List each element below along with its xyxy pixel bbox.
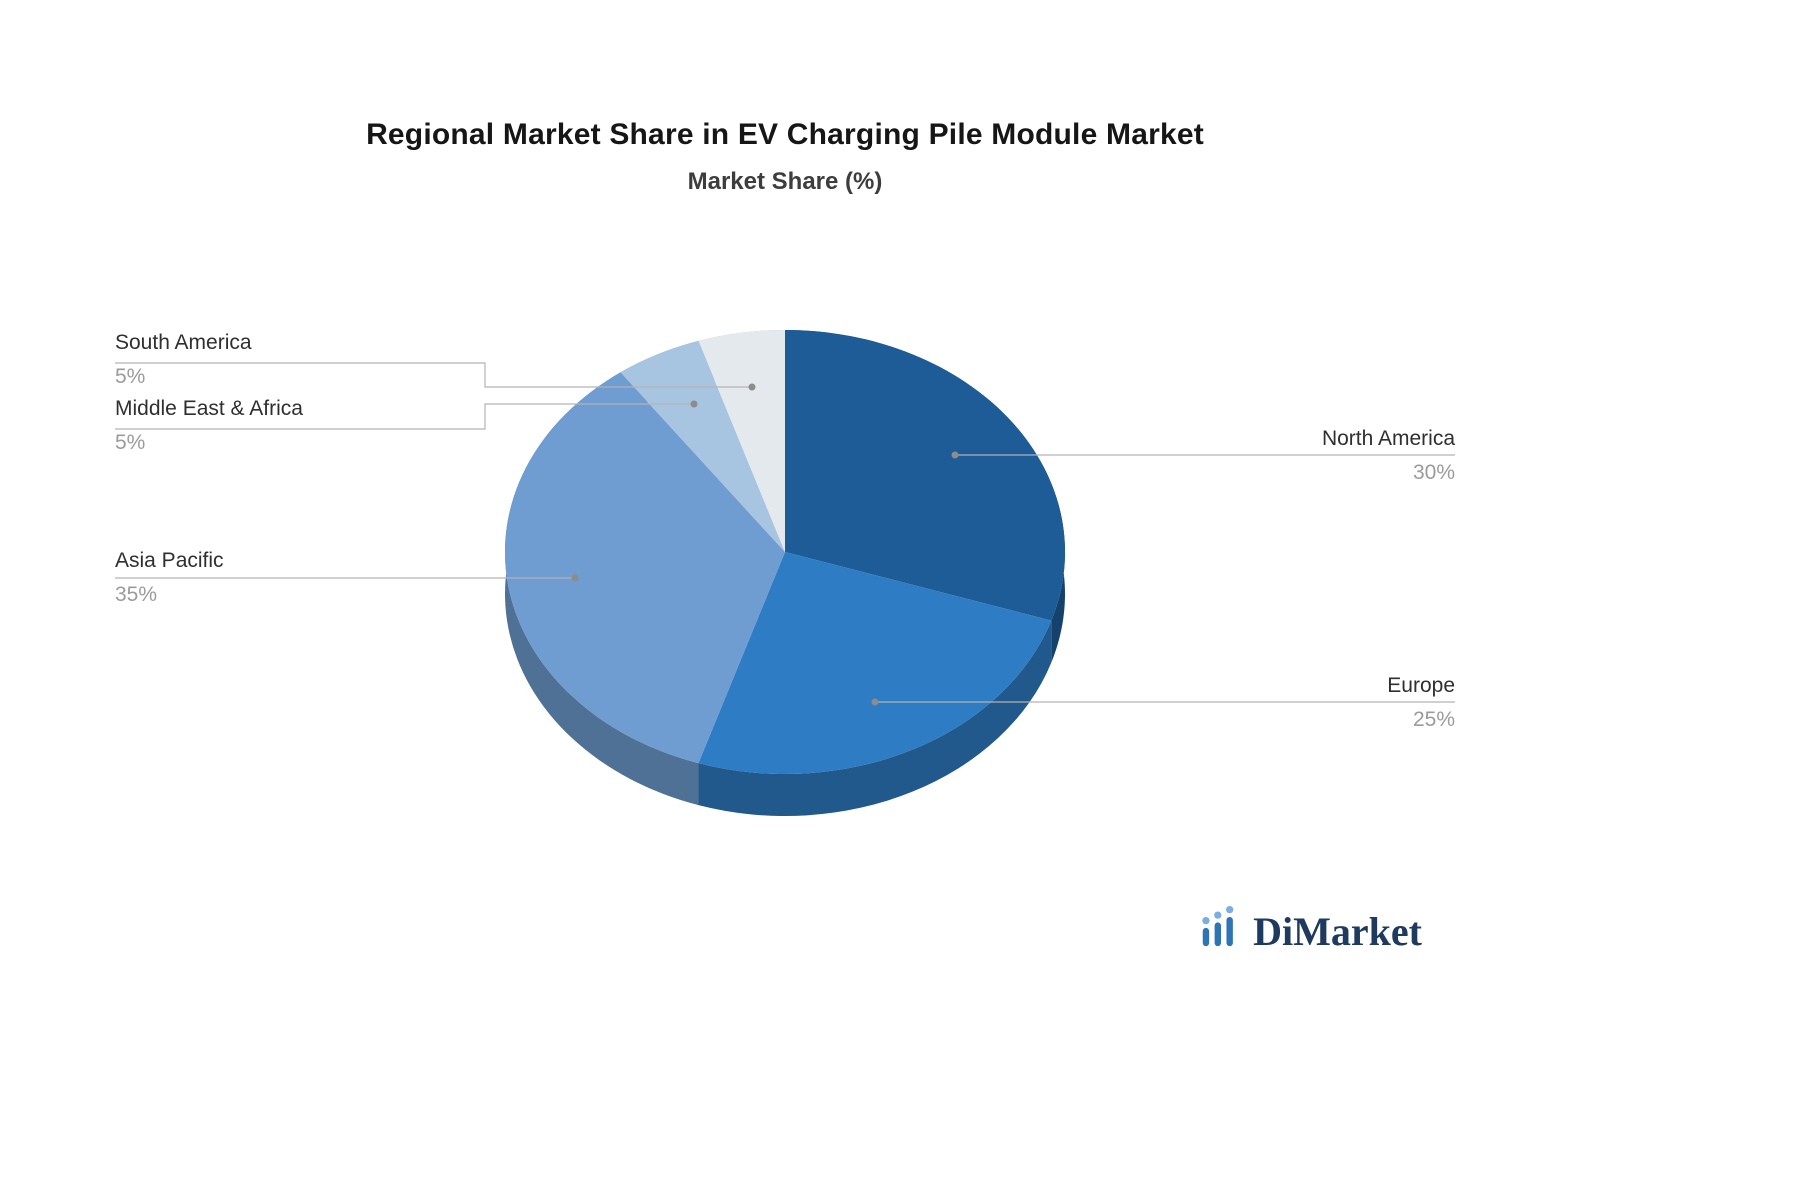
callout-label: Middle East & Africa [115,397,303,420]
callout-label: Europe [1387,674,1455,697]
dimarket-logo: DiMarket [1200,903,1422,954]
chart-subtitle: Market Share (%) [687,168,883,195]
callout-label: North America [1321,427,1455,450]
callout-value: 25% [1412,708,1455,731]
callout-value: 30% [1412,461,1455,484]
callout-europe: Europe 25% [1387,673,1455,733]
callout-label: South America [115,331,252,354]
callout-value: 35% [115,583,158,606]
callout-asia-pacific: Asia Pacific 35% [115,548,224,608]
callout-south-america: South America 5% [115,330,252,390]
callout-value: 5% [115,365,146,388]
callout-label: Asia Pacific [115,549,224,572]
chart-title: Regional Market Share in EV Charging Pil… [366,118,1204,151]
callout-north-america: North America 30% [1322,426,1455,486]
callout-middle-east-africa: Middle East & Africa 5% [115,396,303,456]
bar-chart-logo-icon [1202,906,1234,947]
logo-text: DiMarket [1253,909,1422,954]
callout-value: 5% [115,431,146,454]
